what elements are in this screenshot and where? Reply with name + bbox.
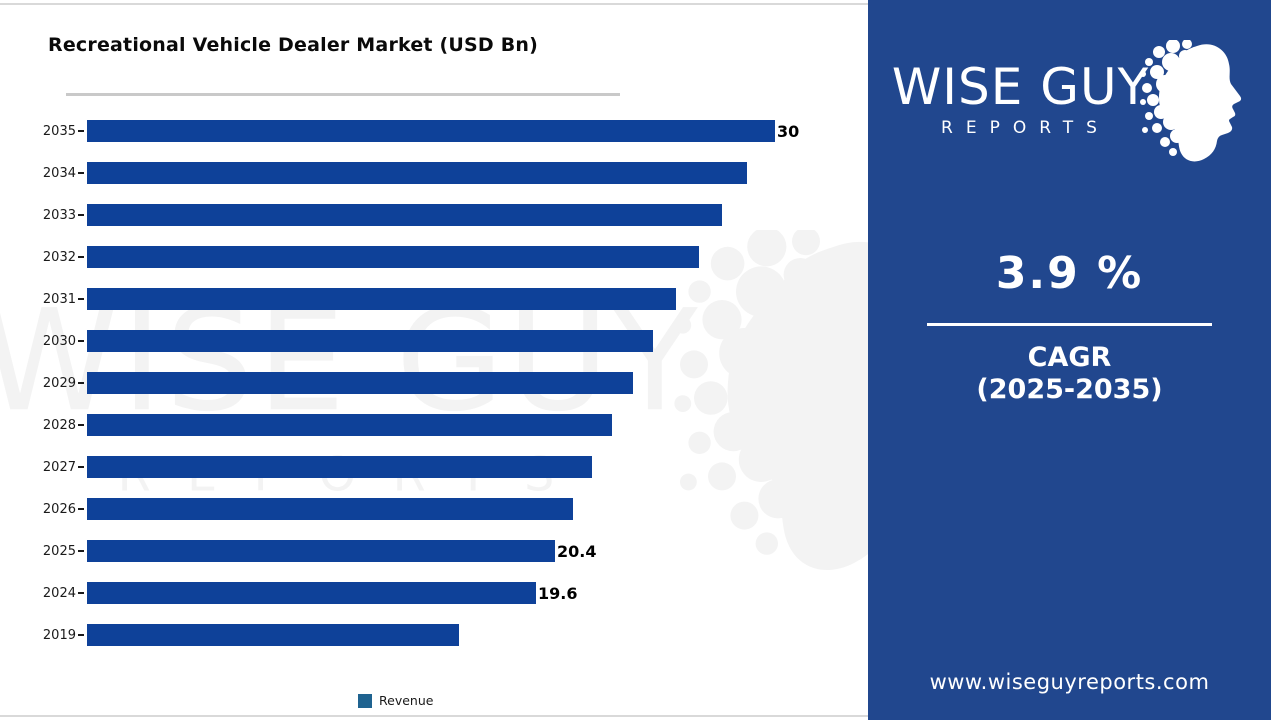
revenue-bar	[87, 162, 747, 184]
bar-row: 2035 30	[0, 120, 799, 142]
bar-row: 2030	[0, 330, 653, 352]
tick-mark	[78, 256, 84, 258]
cagr-label: CAGR (2025-2035)	[868, 342, 1271, 407]
bar-row: 2031	[0, 288, 676, 310]
bar-row: 2027	[0, 456, 592, 478]
y-tick-label: 2028	[42, 417, 76, 433]
legend-label: Revenue	[379, 693, 434, 708]
y-tick-label: 2035	[42, 123, 76, 139]
revenue-bar	[87, 288, 676, 310]
brand-logo-text: WISE GUY REPORTS	[892, 40, 1149, 170]
bar-value-label: 30	[777, 121, 800, 141]
y-tick-label: 2029	[42, 375, 76, 391]
cagr-label-line2: (2025-2035)	[976, 374, 1163, 406]
tick-mark	[78, 592, 84, 594]
brand-wordmark: WISE GUY	[891, 58, 1150, 116]
cagr-block: 3.9 % CAGR (2025-2035)	[868, 248, 1271, 407]
revenue-bar	[87, 414, 612, 436]
bar-row: 2034	[0, 162, 747, 184]
brand-panel: WISE GUY REPORTS 3.9 % CAGR (2025-2035) …	[868, 0, 1271, 720]
bar-row: 2026	[0, 498, 573, 520]
y-tick-label: 2033	[42, 207, 76, 223]
y-tick-label: 2027	[42, 459, 76, 475]
bar-row: 2028	[0, 414, 612, 436]
title-underline	[66, 93, 620, 96]
revenue-bar	[87, 120, 775, 142]
chart-title: Recreational Vehicle Dealer Market (USD …	[48, 34, 538, 56]
tick-mark	[78, 550, 84, 552]
bar-value-label: 20.4	[557, 541, 597, 561]
revenue-bar	[87, 540, 555, 562]
bar-row: 2029	[0, 372, 633, 394]
revenue-bar	[87, 582, 536, 604]
top-divider-line	[0, 3, 868, 5]
bar-row: 2025 20.4	[0, 540, 596, 562]
tick-mark	[78, 298, 84, 300]
cagr-divider-line	[927, 323, 1212, 326]
brand-head-icon	[1135, 39, 1247, 170]
tick-mark	[78, 382, 84, 384]
bar-row: 2024 19.6	[0, 582, 577, 604]
tick-mark	[78, 130, 84, 132]
tick-mark	[78, 634, 84, 636]
chart-legend: Revenue	[358, 693, 433, 708]
revenue-bar	[87, 246, 699, 268]
tick-mark	[78, 172, 84, 174]
brand-logo: WISE GUY REPORTS	[868, 0, 1271, 170]
revenue-bar	[87, 372, 633, 394]
legend-swatch	[358, 693, 372, 708]
website-url: www.wiseguyreports.com	[929, 670, 1210, 694]
tick-mark	[78, 424, 84, 426]
y-tick-label: 2026	[42, 501, 76, 517]
bar-row: 2032	[0, 246, 699, 268]
tick-mark	[78, 508, 84, 510]
chart-region: Recreational Vehicle Dealer Market (USD …	[0, 3, 868, 717]
y-tick-label: 2030	[42, 333, 76, 349]
y-tick-label: 2032	[42, 249, 76, 265]
revenue-bar	[87, 498, 573, 520]
revenue-bar	[87, 456, 592, 478]
y-tick-label: 2024	[42, 585, 76, 601]
cagr-label-line1: CAGR	[1027, 342, 1112, 373]
tick-mark	[78, 214, 84, 216]
bottom-divider-line	[0, 715, 868, 717]
tick-mark	[78, 466, 84, 468]
y-tick-label: 2019	[42, 627, 76, 643]
tick-mark	[78, 340, 84, 342]
cagr-value: 3.9 %	[995, 248, 1144, 299]
bar-value-label: 19.6	[538, 583, 578, 603]
revenue-bar	[87, 624, 459, 646]
plot-area: 2035 30 2034 2033 2032 2031 2030 2029 2028 2027 20…	[0, 120, 868, 660]
bar-row: 2033	[0, 204, 722, 226]
y-tick-label: 2031	[42, 291, 76, 307]
bar-row: 2019	[0, 624, 459, 646]
y-tick-label: 2025	[42, 543, 76, 559]
y-tick-label: 2034	[42, 165, 76, 181]
revenue-bar	[87, 330, 653, 352]
brand-subtext: REPORTS	[941, 118, 1110, 138]
revenue-bar	[87, 204, 722, 226]
